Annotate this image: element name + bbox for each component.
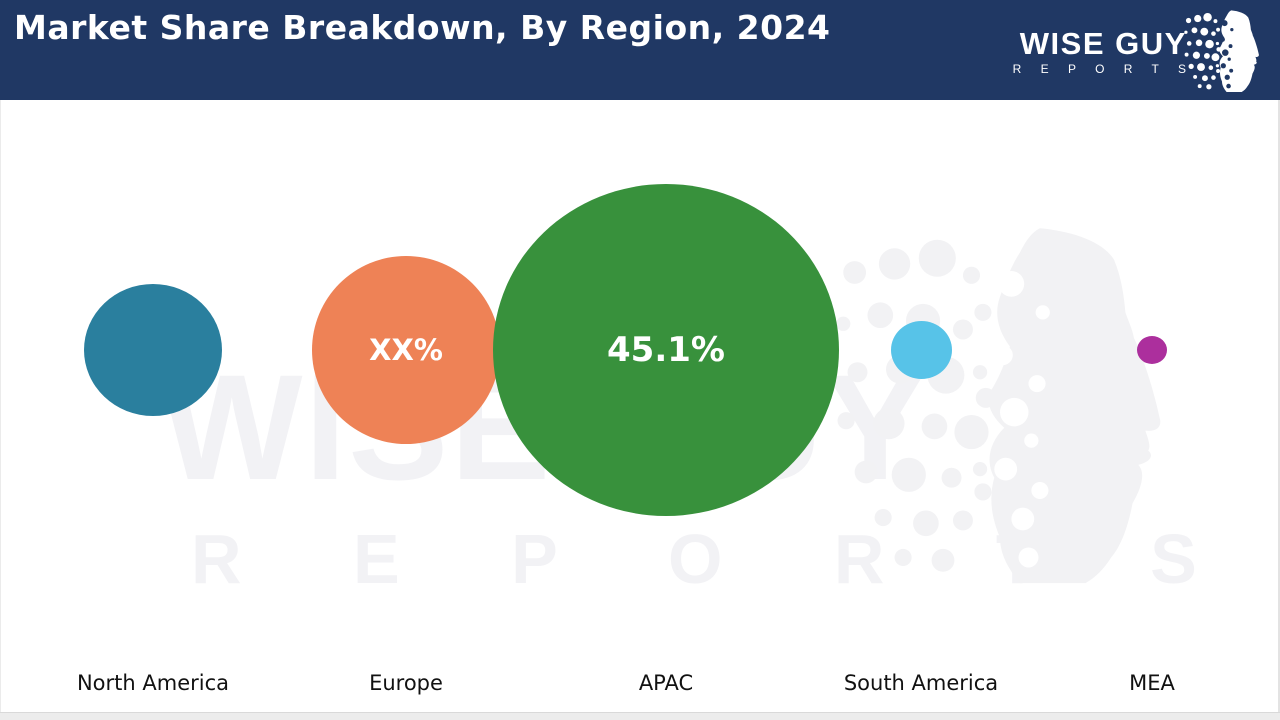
bubble-mea xyxy=(1137,336,1167,364)
page-title: Market Share Breakdown, By Region, 2024 xyxy=(14,8,831,47)
bubble-europe: XX% xyxy=(312,256,500,444)
category-label-mea: MEA xyxy=(1129,671,1175,695)
category-label-apac: APAC xyxy=(638,671,694,695)
category-label-north-america: North America xyxy=(76,671,230,695)
brand-wordmark: WISE GUY R E P O R T S xyxy=(1013,28,1194,75)
brand-logo: WISE GUY R E P O R T S xyxy=(1013,10,1264,92)
bottom-strip xyxy=(0,712,1280,720)
brand-head-icon xyxy=(1180,10,1264,92)
brand-subtitle: R E P O R T S xyxy=(1012,61,1194,76)
bubble-north-america xyxy=(84,284,222,416)
header: Market Share Breakdown, By Region, 2024 … xyxy=(0,0,1280,100)
bubble-south-america xyxy=(890,321,952,379)
bubble-apac: 45.1% xyxy=(493,184,839,516)
brand-name: WISE GUY xyxy=(1019,25,1187,61)
category-label-europe: Europe xyxy=(369,671,443,695)
category-label-south-america: South America xyxy=(843,671,999,695)
